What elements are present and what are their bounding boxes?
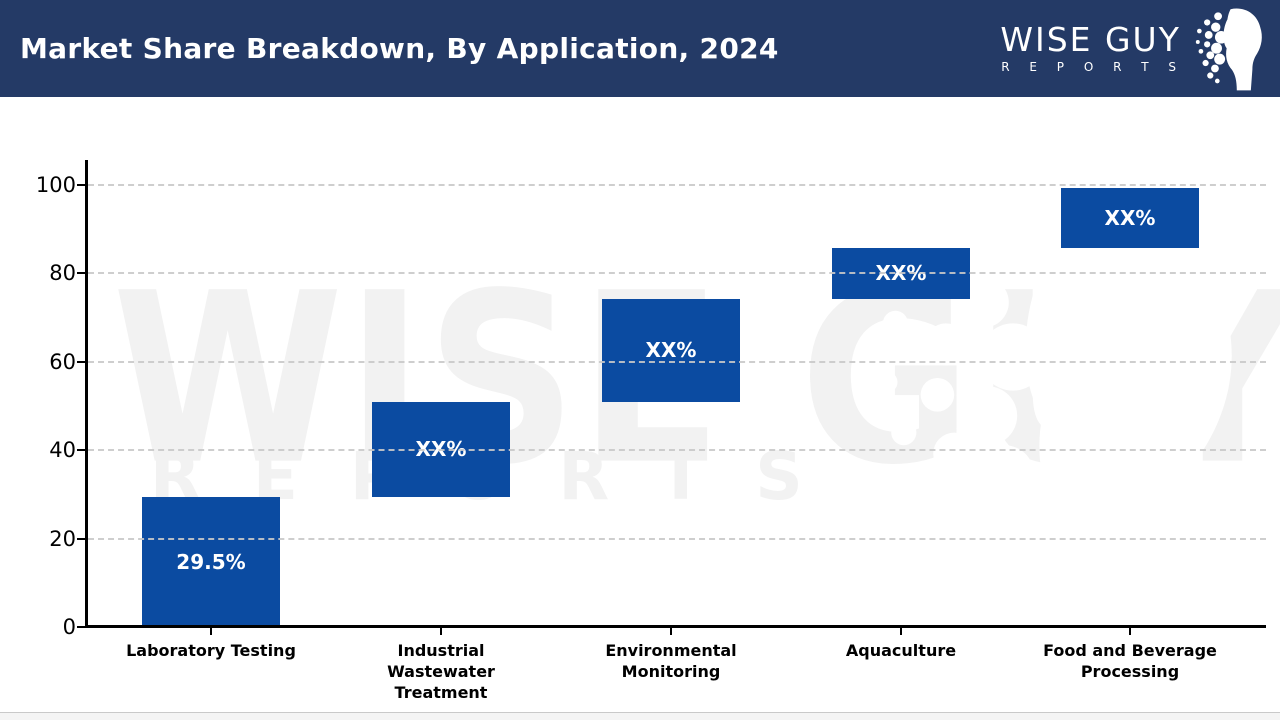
header-bar: Market Share Breakdown, By Application, … bbox=[0, 0, 1280, 97]
y-tick-mark bbox=[77, 184, 85, 186]
footer-divider bbox=[0, 712, 1280, 720]
x-tick-mark bbox=[1129, 628, 1131, 635]
y-tick-label-40: 40 bbox=[49, 438, 76, 463]
x-tick-mark bbox=[210, 628, 212, 635]
y-tick-mark bbox=[77, 272, 85, 275]
logo-text: WISE GUY R E P O R T S bbox=[997, 20, 1184, 75]
wiseguy-head-icon bbox=[1195, 8, 1262, 90]
bar-value-label-industrial: XX% bbox=[415, 437, 467, 462]
y-tick-mark bbox=[77, 537, 85, 540]
bar-value-label-laboratory-testing: 29.5% bbox=[176, 549, 246, 574]
gridline-20 bbox=[88, 537, 1266, 540]
gridline-40 bbox=[88, 449, 1266, 452]
gridline-60 bbox=[88, 360, 1266, 363]
y-tick-mark bbox=[77, 360, 85, 363]
x-tick-mark bbox=[440, 628, 442, 635]
bar-environmental: XX% bbox=[602, 299, 740, 402]
x-axis-category-label-industrial: Industrial Wastewater Treatment bbox=[387, 641, 495, 702]
bar-value-label-food-and-beverage: XX% bbox=[1104, 205, 1156, 230]
wiseguy-logo: WISE GUY R E P O R T S bbox=[997, 6, 1280, 92]
gridline-80 bbox=[88, 272, 1266, 275]
y-tick-mark bbox=[77, 449, 85, 452]
x-axis-category-label-laboratory-testing: Laboratory Testing bbox=[126, 641, 296, 660]
page-title: Market Share Breakdown, By Application, … bbox=[20, 32, 779, 65]
y-tick-label-80: 80 bbox=[49, 261, 76, 286]
waterfall-chart: 0 20 40 60 80 100 29.5% Laboratory Testing XX% In… bbox=[0, 97, 1280, 720]
bar-industrial: XX% bbox=[372, 401, 510, 497]
x-axis-category-label-aquaculture: Aquaculture bbox=[845, 641, 957, 660]
y-tick-label-60: 60 bbox=[49, 349, 76, 374]
bar-laboratory-testing: 29.5% bbox=[142, 496, 280, 627]
x-tick-mark bbox=[670, 628, 672, 635]
y-tick-mark bbox=[77, 626, 85, 628]
bar-food-and-beverage: XX% bbox=[1061, 188, 1199, 248]
gridline-100 bbox=[88, 184, 1266, 186]
x-axis-line bbox=[85, 625, 1266, 628]
logo-wordmark: WISE GUY bbox=[1000, 20, 1181, 59]
x-tick-mark bbox=[900, 628, 902, 635]
x-axis-category-label-environmental: Environmental Monitoring bbox=[605, 641, 737, 681]
y-tick-label-20: 20 bbox=[49, 526, 76, 551]
y-tick-label-100: 100 bbox=[35, 173, 76, 197]
bar-value-label-environmental: XX% bbox=[645, 338, 697, 363]
y-tick-label-0: 0 bbox=[62, 615, 76, 639]
y-axis-line bbox=[85, 160, 88, 627]
logo-subtitle: R E P O R T S bbox=[1001, 60, 1184, 74]
x-axis-category-label-food-and-beverage: Food and Beverage Processing bbox=[1043, 641, 1217, 681]
